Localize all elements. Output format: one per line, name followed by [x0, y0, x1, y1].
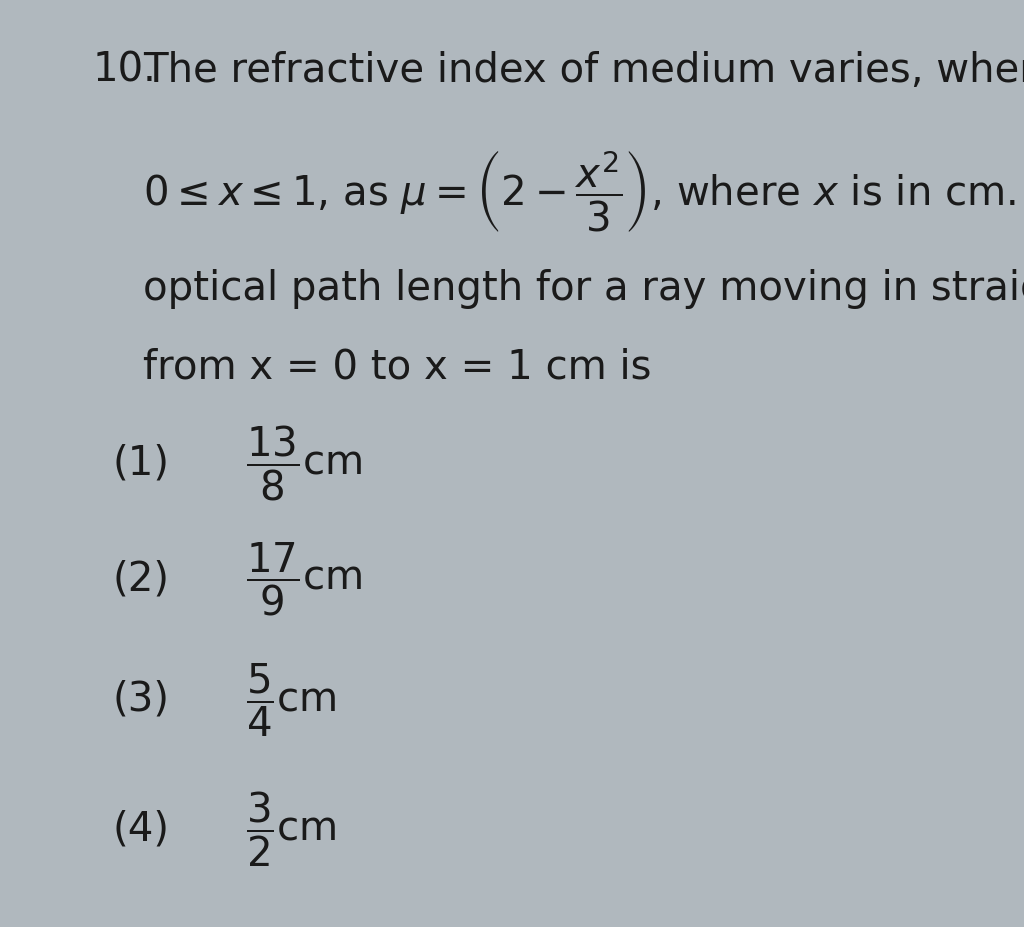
- Text: 10.: 10.: [92, 51, 156, 91]
- Text: (2): (2): [113, 559, 170, 600]
- Text: optical path length for a ray moving in straight line: optical path length for a ray moving in …: [143, 269, 1024, 309]
- Text: (3): (3): [113, 679, 170, 720]
- Text: The refractive index of medium varies, when: The refractive index of medium varies, w…: [143, 51, 1024, 91]
- Text: (1): (1): [113, 443, 170, 484]
- Text: $\dfrac{17}{9}$cm: $\dfrac{17}{9}$cm: [246, 540, 361, 618]
- Text: (4): (4): [113, 809, 170, 850]
- Text: $\dfrac{13}{8}$cm: $\dfrac{13}{8}$cm: [246, 424, 361, 503]
- Text: $0 \leq x \leq 1$, as $\mu = \left(2-\dfrac{x^2}{3}\right)$, where $x$ is in cm.: $0 \leq x \leq 1$, as $\mu = \left(2-\df…: [143, 148, 1024, 235]
- Text: $\dfrac{3}{2}$cm: $\dfrac{3}{2}$cm: [246, 790, 336, 870]
- Text: $\dfrac{5}{4}$cm: $\dfrac{5}{4}$cm: [246, 661, 336, 739]
- Text: from x = 0 to x = 1 cm is: from x = 0 to x = 1 cm is: [143, 348, 652, 387]
